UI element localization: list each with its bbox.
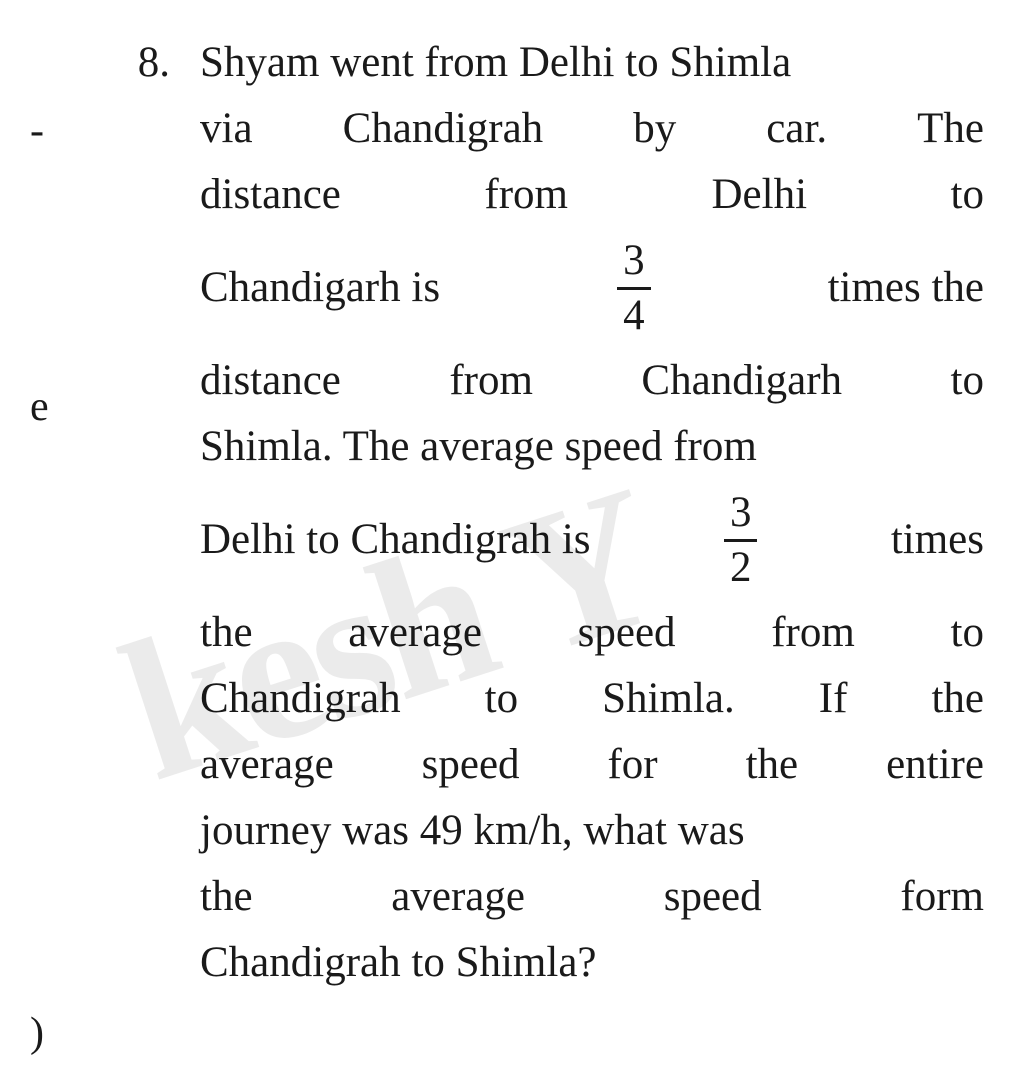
page: kesh Y - e ) 8. Shyam went from Delhi to… xyxy=(0,0,1024,1065)
line-1: Shyam went from Delhi to Shimla xyxy=(200,30,984,96)
line-4: Chandigarh is 3 4 times the xyxy=(200,228,984,348)
question-number: 8. xyxy=(90,30,200,96)
line-8: the average speed from to xyxy=(200,600,984,666)
line-12: the average speed form xyxy=(200,864,984,930)
line-5: distance from Chandigarh to xyxy=(200,348,984,414)
line-13: Chandigrah to Shimla? xyxy=(200,930,984,996)
margin-e: e xyxy=(30,374,90,440)
line-9: Chandigrah to Shimla. If the xyxy=(200,666,984,732)
line-6: Shimla. The average speed from xyxy=(200,414,984,480)
line-10: average speed for the entire xyxy=(200,732,984,798)
margin-dash: - xyxy=(30,98,90,164)
line-3: distance from Delhi to xyxy=(200,162,984,228)
line-2: via Chandigrah by car. The xyxy=(200,96,984,162)
question-body: Shyam went from Delhi to Shimla via Chan… xyxy=(200,30,984,996)
fraction-bar xyxy=(724,539,758,542)
fraction-bar xyxy=(617,287,651,290)
fraction-3-4: 3 4 xyxy=(617,237,651,340)
margin-paren: ) xyxy=(30,1000,90,1065)
fraction-3-2: 3 2 xyxy=(724,489,758,592)
line-11: journey was 49 km/h, what was xyxy=(200,798,984,864)
line-7: Delhi to Chandigrah is 3 2 times xyxy=(200,480,984,600)
question-row: - e ) 8. Shyam went from Delhi to Shimla… xyxy=(30,30,984,1065)
left-margin: - e ) xyxy=(30,30,90,1065)
